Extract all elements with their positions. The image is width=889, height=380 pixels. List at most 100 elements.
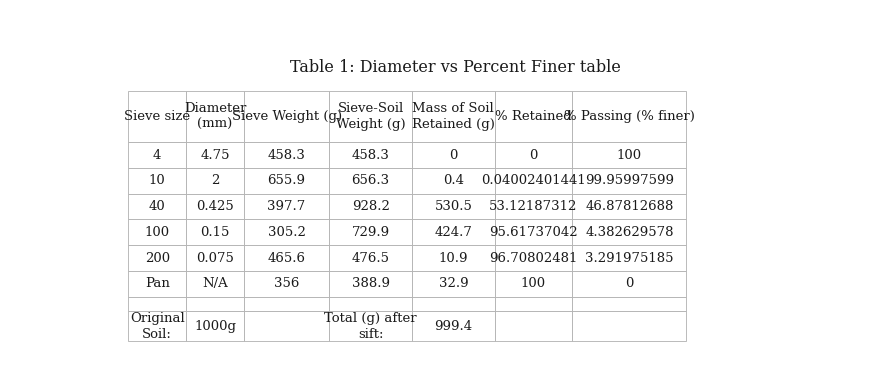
Bar: [412, 311, 494, 341]
Bar: [128, 245, 186, 271]
Bar: [244, 219, 329, 245]
Bar: [494, 245, 573, 271]
Bar: [128, 311, 186, 341]
Bar: [412, 271, 494, 297]
Text: % Passing (% finer): % Passing (% finer): [564, 110, 695, 123]
Text: 424.7: 424.7: [435, 226, 472, 239]
Text: 388.9: 388.9: [352, 277, 389, 290]
Text: 0.075: 0.075: [196, 252, 234, 264]
Text: 200: 200: [145, 252, 170, 264]
Text: 10.9: 10.9: [438, 252, 469, 264]
Bar: [244, 297, 329, 311]
Bar: [186, 245, 244, 271]
Bar: [412, 91, 494, 142]
Bar: [329, 142, 412, 168]
Bar: [494, 311, 573, 341]
Bar: [329, 194, 412, 219]
Bar: [329, 297, 412, 311]
Text: 3.291975185: 3.291975185: [585, 252, 674, 264]
Bar: [573, 219, 686, 245]
Bar: [494, 142, 573, 168]
Text: 729.9: 729.9: [351, 226, 389, 239]
Bar: [186, 297, 244, 311]
Text: Pan: Pan: [145, 277, 170, 290]
Bar: [329, 245, 412, 271]
Text: 465.6: 465.6: [268, 252, 306, 264]
Bar: [573, 311, 686, 341]
Bar: [329, 219, 412, 245]
Bar: [244, 245, 329, 271]
Text: Diameter
(mm): Diameter (mm): [184, 102, 246, 131]
Text: 46.87812688: 46.87812688: [585, 200, 674, 213]
Bar: [244, 168, 329, 194]
Bar: [573, 297, 686, 311]
Text: 4: 4: [153, 149, 162, 162]
Text: 4.382629578: 4.382629578: [585, 226, 674, 239]
Text: Sieve size: Sieve size: [124, 110, 190, 123]
Bar: [573, 91, 686, 142]
Bar: [244, 271, 329, 297]
Bar: [186, 91, 244, 142]
Text: Total (g) after
sift:: Total (g) after sift:: [324, 312, 417, 340]
Text: 32.9: 32.9: [438, 277, 469, 290]
Text: 999.4: 999.4: [435, 320, 472, 332]
Text: 0.4: 0.4: [443, 174, 464, 187]
Text: 10: 10: [148, 174, 165, 187]
Bar: [494, 219, 573, 245]
Bar: [186, 271, 244, 297]
Bar: [186, 142, 244, 168]
Bar: [494, 194, 573, 219]
Bar: [186, 194, 244, 219]
Text: 0.04002401441: 0.04002401441: [481, 174, 586, 187]
Bar: [128, 219, 186, 245]
Text: 53.12187312: 53.12187312: [489, 200, 578, 213]
Bar: [128, 271, 186, 297]
Bar: [186, 168, 244, 194]
Bar: [329, 271, 412, 297]
Text: 655.9: 655.9: [268, 174, 306, 187]
Bar: [186, 311, 244, 341]
Text: 928.2: 928.2: [352, 200, 389, 213]
Text: Sieve Weight (g): Sieve Weight (g): [231, 110, 341, 123]
Bar: [412, 297, 494, 311]
Bar: [186, 219, 244, 245]
Bar: [494, 91, 573, 142]
Bar: [329, 168, 412, 194]
Text: 100: 100: [521, 277, 546, 290]
Bar: [244, 91, 329, 142]
Bar: [494, 297, 573, 311]
Bar: [128, 194, 186, 219]
Bar: [329, 91, 412, 142]
Bar: [244, 142, 329, 168]
Bar: [573, 245, 686, 271]
Text: 0: 0: [625, 277, 634, 290]
Text: 100: 100: [145, 226, 170, 239]
Text: 476.5: 476.5: [352, 252, 389, 264]
Text: 458.3: 458.3: [352, 149, 389, 162]
Text: 458.3: 458.3: [268, 149, 306, 162]
Text: Mass of Soil
Retained (g): Mass of Soil Retained (g): [412, 102, 495, 131]
Bar: [128, 91, 186, 142]
Bar: [573, 271, 686, 297]
Bar: [128, 142, 186, 168]
Text: % Retained: % Retained: [495, 110, 572, 123]
Text: 356: 356: [274, 277, 300, 290]
Bar: [573, 168, 686, 194]
Bar: [412, 194, 494, 219]
Text: 305.2: 305.2: [268, 226, 306, 239]
Bar: [412, 219, 494, 245]
Text: 530.5: 530.5: [435, 200, 472, 213]
Text: 1000g: 1000g: [194, 320, 236, 332]
Text: 0.15: 0.15: [200, 226, 229, 239]
Bar: [412, 142, 494, 168]
Bar: [412, 168, 494, 194]
Text: Sieve-Soil
Weight (g): Sieve-Soil Weight (g): [336, 102, 405, 131]
Bar: [494, 168, 573, 194]
Bar: [494, 271, 573, 297]
Text: 4.75: 4.75: [200, 149, 229, 162]
Text: 95.61737042: 95.61737042: [489, 226, 578, 239]
Bar: [412, 245, 494, 271]
Text: 2: 2: [211, 174, 220, 187]
Text: Table 1: Diameter vs Percent Finer table: Table 1: Diameter vs Percent Finer table: [290, 59, 621, 76]
Text: 656.3: 656.3: [351, 174, 389, 187]
